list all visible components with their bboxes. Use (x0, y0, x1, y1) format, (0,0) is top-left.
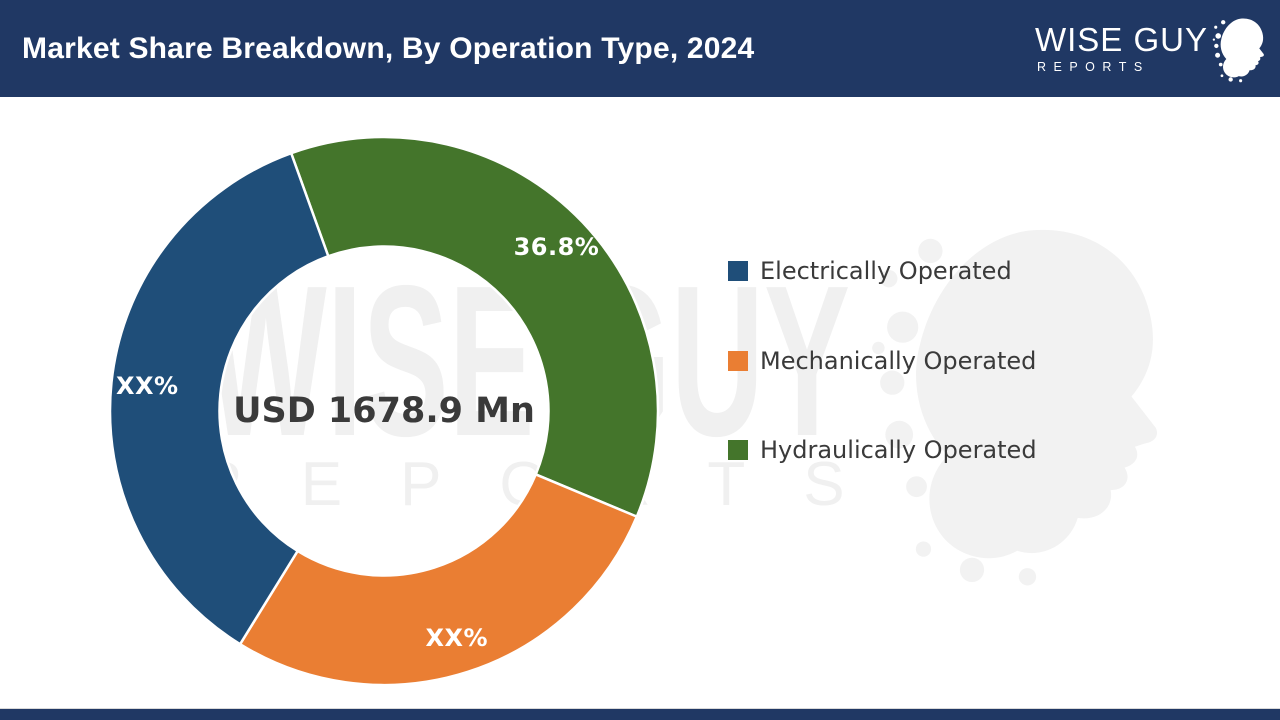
chart-area: WISE GUY REPORTS USD 1678.9 Mn 36.8% XX%… (0, 97, 1280, 708)
brand-logo: WISE GUY REPORTS (1035, 13, 1280, 85)
legend-label: Hydraulically Operated (760, 436, 1037, 464)
title-bar: Market Share Breakdown, By Operation Typ… (0, 0, 1280, 97)
logo-wordmark: WISE GUY (1034, 21, 1208, 58)
donut-slice (238, 472, 639, 687)
footer-bar (0, 708, 1280, 720)
page-title: Market Share Breakdown, By Operation Typ… (22, 31, 755, 65)
legend-item-mechanically-operated: Mechanically Operated (728, 347, 1036, 375)
legend-swatch-blue (728, 261, 748, 281)
legend-item-hydraulically-operated: Hydraulically Operated (728, 436, 1037, 464)
legend-item-electrically-operated: Electrically Operated (728, 257, 1012, 285)
legend-swatch-green (728, 440, 748, 460)
logo-subtext: REPORTS (1036, 60, 1150, 74)
slice-label-mechanically-operated: XX% (425, 623, 489, 652)
donut-slice (289, 135, 660, 519)
slice-label-hydraulically-operated: 36.8% (513, 232, 600, 261)
slice-label-electrically-operated: XX% (115, 372, 179, 401)
legend-label: Mechanically Operated (760, 347, 1037, 375)
donut-slice (108, 151, 330, 646)
donut-center-value: USD 1678.9 Mn (233, 391, 535, 431)
logo-face-icon (1212, 17, 1264, 82)
donut-chart (108, 135, 660, 687)
legend-label: Electrically Operated (760, 257, 1012, 285)
legend-swatch-orange (728, 351, 748, 371)
